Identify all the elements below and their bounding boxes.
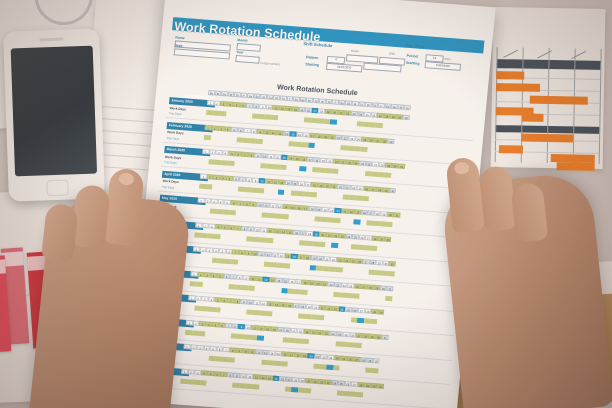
work-block-cell[interactable] <box>381 344 388 349</box>
pay-days-label: Pay Days <box>166 135 180 141</box>
day-cell[interactable]: 30 <box>372 358 380 364</box>
shift-starting-extra[interactable] <box>363 62 402 73</box>
work-block-cell[interactable] <box>371 368 379 374</box>
work-block-cell[interactable] <box>387 148 394 153</box>
work-days-label: Work Days <box>167 130 184 136</box>
pay-days-label: Pay Days <box>168 111 182 117</box>
year-input[interactable] <box>235 54 260 64</box>
smartphone[interactable] <box>3 28 105 202</box>
month-row[interactable]: April 2020 Work Days Pay Days 1 2 3 4 5 6 7 8 9 10 11… <box>149 169 478 214</box>
day-cell[interactable]: 30 <box>377 309 385 315</box>
pay-days-heading: Pay Days <box>405 42 425 50</box>
month-row[interactable]: February 2020 Work Days Pay Days 1 2 3 4 5 6 7 8 9 1… <box>153 120 482 165</box>
day-cell[interactable]: 31 <box>377 382 385 389</box>
pay-period-label: Period <box>406 53 418 59</box>
day-cell[interactable]: 31 <box>393 212 401 218</box>
pay-days-label: Pay Days <box>161 184 175 190</box>
work-block-cell[interactable] <box>388 197 395 202</box>
work-block-cell[interactable] <box>384 246 391 251</box>
day-cell[interactable]: 30 <box>389 187 397 193</box>
work-days-label: Work Days <box>169 105 187 111</box>
shift-schedule-heading: Shift Schedule <box>303 41 333 49</box>
year-field-group[interactable]: Year (4 digit number) <box>235 50 281 66</box>
wall-gantt-chart <box>490 7 606 171</box>
work-days-label: Work Days <box>164 154 182 160</box>
left-hand <box>28 167 192 408</box>
work-block-cell[interactable] <box>377 319 384 324</box>
day-cell[interactable]: 31 <box>398 163 406 169</box>
work-block-cell[interactable] <box>376 393 383 398</box>
month-row[interactable]: March 2020 Work Days Pay Days 1 2 3 4 5 6 7 8 9 10 11… <box>151 145 480 190</box>
shift-hours-header: Hours <box>350 48 360 54</box>
phone-home-button[interactable] <box>46 179 69 197</box>
work-days-label: Work Days <box>162 178 180 185</box>
work-block-cell[interactable] <box>393 222 400 227</box>
day-cell[interactable]: 29 <box>387 138 395 144</box>
pay-starting-label: Starting <box>405 60 420 66</box>
work-block-cell[interactable] <box>387 270 395 277</box>
year-note: (4 digit number) <box>260 60 281 66</box>
day-header-cell: Tu <box>403 104 411 111</box>
work-block-cell[interactable] <box>402 125 409 130</box>
day-cell[interactable]: 31 <box>386 285 394 291</box>
phone-speaker <box>39 37 64 42</box>
shift-shift-header: Shift <box>388 51 395 56</box>
right-hand <box>440 156 612 408</box>
shift-starting-value[interactable]: 01/01/2020 <box>325 62 363 73</box>
day-cell[interactable]: 31 <box>388 261 396 267</box>
work-block-cell[interactable] <box>385 295 393 301</box>
work-rotation-schedule-document[interactable]: Work Rotation Schedule Name Dept. Month … <box>126 0 496 408</box>
day-cell[interactable]: 31 <box>381 334 389 340</box>
pay-period-note: days <box>444 56 451 62</box>
pay-starting-value[interactable]: 01/03/2020 <box>424 61 462 71</box>
phone-screen[interactable] <box>10 45 98 177</box>
work-block-cell[interactable] <box>397 173 404 178</box>
day-cell[interactable]: 31 <box>402 114 410 121</box>
pay-starting-row[interactable]: Starting 01/03/2020 <box>406 60 462 71</box>
day-cell[interactable]: 30 <box>384 236 392 242</box>
shift-starting-label: Starting <box>305 62 320 68</box>
pay-days-label: Pay Days <box>164 159 177 165</box>
